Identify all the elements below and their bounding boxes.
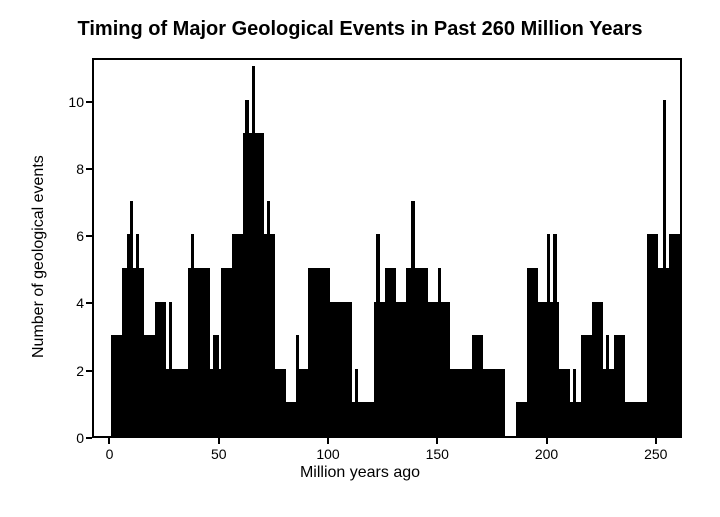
chart-figure: Timing of Major Geological Events in Pas… [0,0,720,517]
y-tick-label: 6 [58,228,84,244]
histogram-bar-narrow [438,268,441,436]
y-tick-label: 2 [58,363,84,379]
histogram-bar-narrow [527,302,530,437]
histogram-bar-narrow [206,302,209,437]
histogram-bar [483,369,505,436]
histogram-bar [516,402,527,436]
histogram-bar-narrow [606,335,609,436]
histogram-bar-narrow [136,234,139,436]
y-tick [86,235,92,237]
histogram-bar-narrow [355,369,358,436]
histogram-bar-narrow [573,369,576,436]
histogram-bar-narrow [547,234,550,436]
x-tick [327,438,329,444]
histogram-bar-narrow [617,335,620,436]
histogram-bar-narrow [130,201,133,436]
histogram-bar [297,369,308,436]
x-tick [655,438,657,444]
y-tick [86,168,92,170]
y-tick-label: 4 [58,295,84,311]
histogram-bar [308,268,330,436]
histogram-bar-narrow [663,100,666,436]
x-tick-label: 100 [316,446,339,462]
histogram-bar [385,268,396,436]
histogram-bar-narrow [154,335,157,436]
histogram-bar-narrow [398,335,401,436]
histogram-bar [275,369,286,436]
histogram-bar-narrow [459,369,462,436]
y-tick [86,101,92,103]
histogram-bar-narrow [650,268,653,436]
y-tick [86,302,92,304]
y-tick [86,370,92,372]
y-tick-label: 10 [58,94,84,110]
histogram-bar-narrow [595,302,598,437]
x-tick-label: 200 [535,446,558,462]
plot-area [92,58,682,438]
y-tick-label: 0 [58,430,84,446]
x-tick [546,438,548,444]
x-tick [436,438,438,444]
histogram-bar-narrow [411,201,414,436]
histogram-bar [472,335,483,436]
histogram-bar [221,268,232,436]
histogram-bar-narrow [671,234,674,436]
histogram-bar-narrow [216,335,219,436]
histogram-bar [232,234,243,436]
histogram-bar [581,335,592,436]
histogram-bar [636,402,647,436]
x-tick-label: 50 [211,446,227,462]
x-tick-label: 0 [106,446,114,462]
chart-title: Timing of Major Geological Events in Pas… [0,18,720,41]
histogram-bar-narrow [245,100,248,436]
histogram-bar-narrow [296,335,299,436]
x-axis-label: Million years ago [0,464,720,482]
y-tick-label: 8 [58,161,84,177]
histogram-bar-narrow [315,268,318,436]
x-tick [108,438,110,444]
histogram-bar-narrow [169,302,172,437]
histogram-bar-narrow [160,302,163,437]
histogram-bar [625,402,636,436]
histogram-bar [330,302,352,437]
histogram-bar-narrow [376,234,379,436]
x-tick-label: 150 [426,446,449,462]
histogram-bar [111,335,122,436]
x-tick-label: 250 [644,446,667,462]
histogram-bar [122,268,144,436]
histogram-bar-narrow [425,268,428,436]
histogram-bar-narrow [267,201,270,436]
histogram-bar-narrow [252,66,255,436]
histogram-bar-narrow [191,234,194,436]
histogram-bar [559,369,570,436]
y-axis-label: Number of geological events [30,155,48,358]
histogram-bar-narrow [553,234,556,436]
y-tick [86,437,92,439]
x-tick [218,438,220,444]
